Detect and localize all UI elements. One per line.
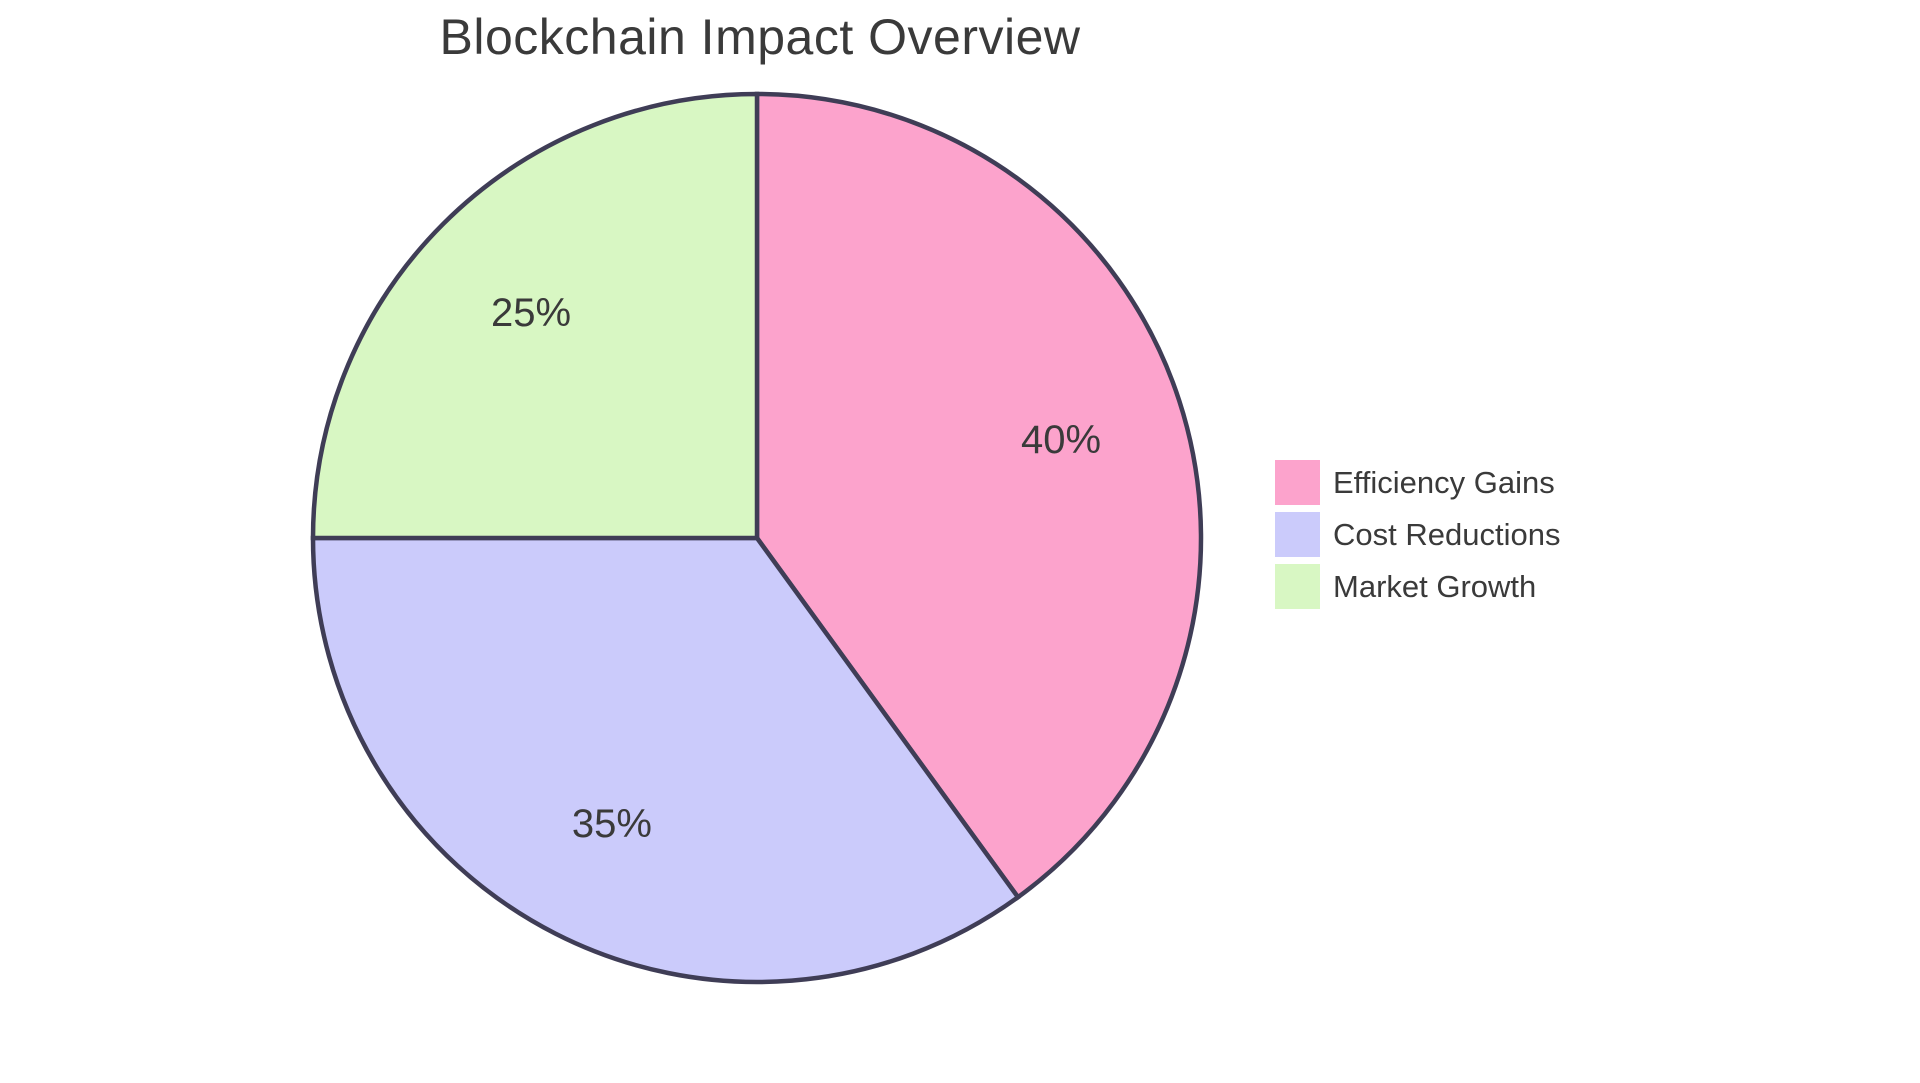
legend-swatch-icon xyxy=(1275,512,1320,557)
legend-item-efficiency-gains[interactable]: Efficiency Gains xyxy=(1275,460,1560,505)
pie-slice-labels: 40% 35% 25% xyxy=(491,291,1101,846)
legend-label: Efficiency Gains xyxy=(1333,464,1555,500)
legend: Efficiency Gains Cost Reductions Market Gr… xyxy=(1275,460,1560,609)
chart-title: Blockchain Impact Overview xyxy=(439,9,1081,65)
legend-item-market-growth[interactable]: Market Growth xyxy=(1275,564,1560,609)
slice-percent-label: 25% xyxy=(491,291,571,335)
legend-item-cost-reductions[interactable]: Cost Reductions xyxy=(1275,512,1560,557)
slice-percent-label: 35% xyxy=(572,802,652,846)
pie-slice-cost-reductions[interactable] xyxy=(310,535,1022,985)
pie-slice-market-growth[interactable] xyxy=(310,91,760,541)
slice-percent-label: 40% xyxy=(1021,418,1101,462)
legend-label: Market Growth xyxy=(1333,568,1537,604)
legend-label: Cost Reductions xyxy=(1333,516,1561,552)
pie-slice-efficiency-gains[interactable] xyxy=(754,91,1204,901)
legend-swatch-icon xyxy=(1275,564,1320,609)
pie-slices xyxy=(310,91,1204,985)
legend-swatch-icon xyxy=(1275,460,1320,505)
